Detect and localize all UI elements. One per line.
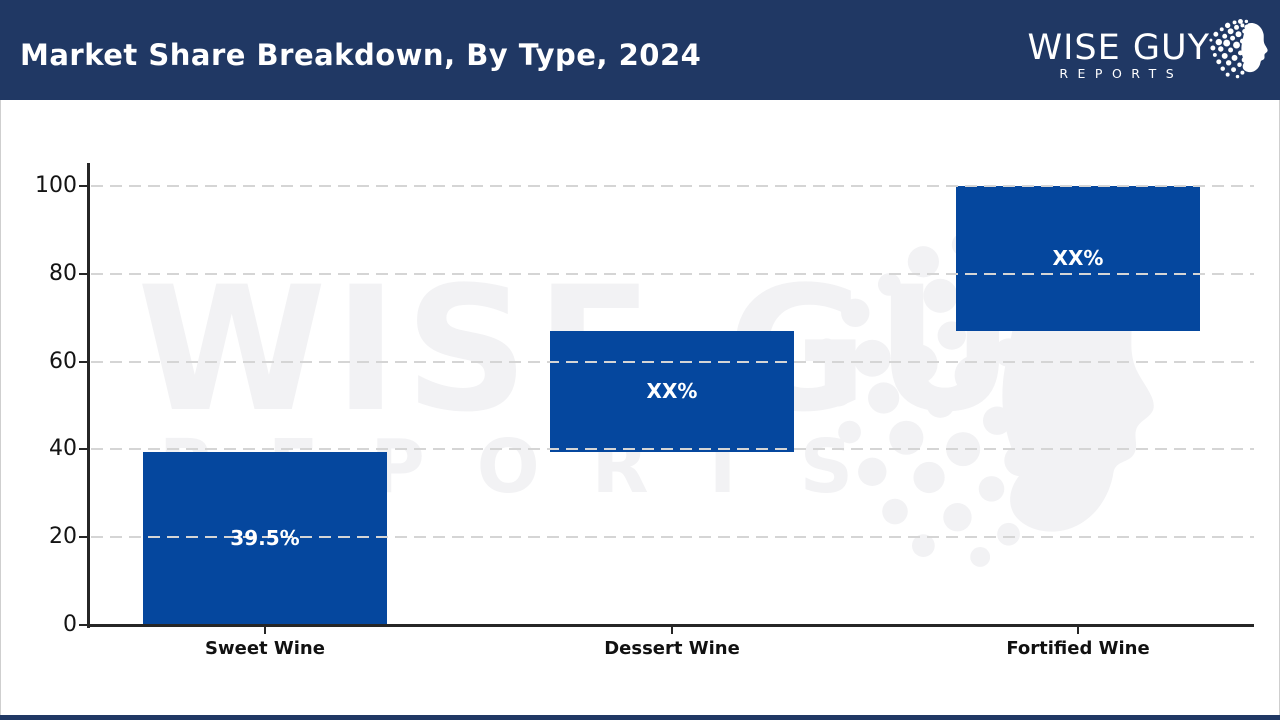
y-tick-label-60: 60 xyxy=(49,348,77,374)
y-axis-line xyxy=(87,163,90,628)
y-tick-mark-60 xyxy=(79,360,88,363)
brand-logo-text: WISE GUY REPORTS xyxy=(1027,28,1210,82)
y-tick-mark-40 xyxy=(79,448,88,451)
bar-sweet-wine xyxy=(143,451,387,625)
x-axis-line xyxy=(87,624,1254,627)
y-tick-label-40: 40 xyxy=(49,436,77,462)
y-tick-mark-100 xyxy=(79,185,88,187)
gridline-80 xyxy=(91,272,1254,275)
brand-subtitle: REPORTS xyxy=(1059,66,1184,81)
y-tick-label-100: 100 xyxy=(35,173,77,198)
y-tick-label-20: 20 xyxy=(49,524,77,550)
x-tick-mark-1 xyxy=(264,627,266,634)
category-label-dessert-wine: Dessert Wine xyxy=(604,638,740,659)
y-tick-mark-20 xyxy=(79,536,88,539)
category-label-sweet-wine: Sweet Wine xyxy=(205,638,325,659)
gridline-100 xyxy=(91,185,1254,187)
y-tick-label-80: 80 xyxy=(49,260,77,286)
y-tick-mark-80 xyxy=(79,272,88,275)
chart-area: WISE GUY REPORTS 0 20 40 60 80 100 Sweet Wine D… xyxy=(0,100,1280,715)
x-tick-mark-2 xyxy=(671,627,673,634)
brand-face-icon xyxy=(1209,18,1268,79)
footer-bar xyxy=(0,715,1280,720)
plot-region: 0 20 40 60 80 100 Sweet Wine Dessert Wine Fortif… xyxy=(1,100,1279,715)
page-title: Market Share Breakdown, By Type, 2024 xyxy=(20,38,702,72)
y-tick-label-0: 0 xyxy=(63,612,77,637)
brand-logo: WISE GUY REPORTS xyxy=(1027,5,1270,93)
category-label-fortified-wine: Fortified Wine xyxy=(1006,638,1150,659)
brand-name: WISE GUY xyxy=(1027,28,1210,68)
gridline-60 xyxy=(91,360,1254,363)
bar-value-label-2: XX% xyxy=(646,379,698,404)
gridline-20 xyxy=(91,536,1254,539)
x-tick-mark-3 xyxy=(1077,627,1079,634)
bar-value-label-1: 39.5% xyxy=(230,526,300,551)
y-tick-mark-0 xyxy=(79,624,88,626)
bar-value-label-3: XX% xyxy=(1052,246,1104,271)
bar-fortified-wine xyxy=(956,186,1200,331)
bar-dessert-wine xyxy=(550,330,794,452)
header: Market Share Breakdown, By Type, 2024 WI… xyxy=(0,0,1280,100)
gridline-40 xyxy=(91,448,1254,451)
